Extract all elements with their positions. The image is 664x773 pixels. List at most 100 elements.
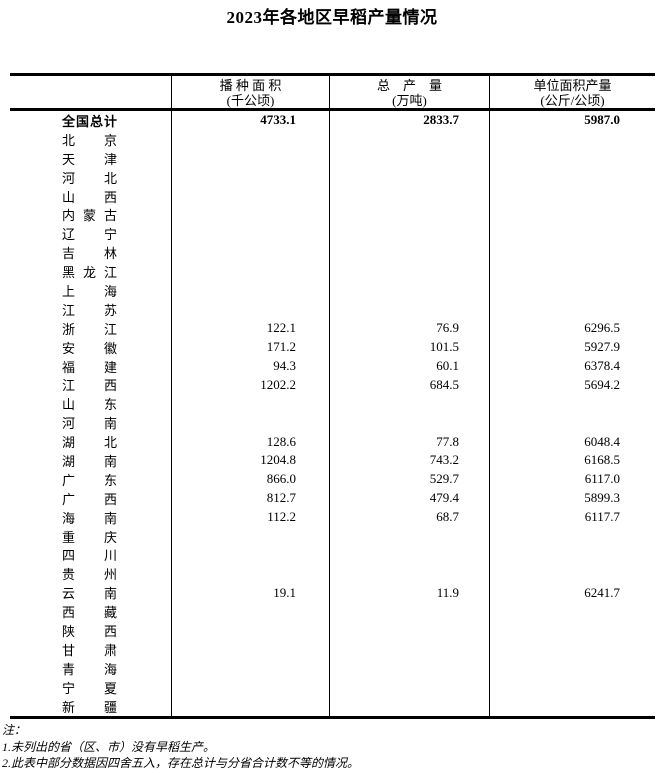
region-name: 吉林 xyxy=(10,243,172,263)
region-name: 河南 xyxy=(10,413,172,433)
value-yield xyxy=(490,205,655,224)
header-sown-area: 播 种 面 积 (千公顷) xyxy=(172,76,330,108)
value-output: 76.9 xyxy=(330,318,490,338)
value-sown_area: 94.3 xyxy=(172,356,330,376)
value-output xyxy=(330,526,490,546)
value-output xyxy=(330,299,490,319)
header-total-output-label: 总 产 量 xyxy=(376,77,442,93)
table-row: 云南 19.1 11.9 6241.7 xyxy=(10,583,655,603)
table-row: 天津 xyxy=(10,148,655,168)
value-sown_area xyxy=(172,696,330,716)
value-sown_area xyxy=(172,205,330,225)
table-row: 吉林 xyxy=(10,243,655,263)
table-row: 江西 1202.2 684.5 5694.2 xyxy=(10,375,655,395)
value-sown_area: 122.1 xyxy=(172,318,330,338)
value-output: 684.5 xyxy=(330,375,490,395)
table-row: 宁夏 xyxy=(10,677,655,697)
table-row: 甘肃 xyxy=(10,639,655,659)
value-yield xyxy=(490,602,655,621)
table-row: 山东 xyxy=(10,394,655,414)
region-name: 云南 xyxy=(10,583,172,603)
table-row: 辽宁 xyxy=(10,224,655,244)
value-output xyxy=(330,677,490,697)
value-sown_area: 1202.2 xyxy=(172,375,330,395)
value-sown_area xyxy=(172,262,330,282)
region-name: 福建 xyxy=(10,356,172,376)
value-yield: 5694.2 xyxy=(584,376,620,392)
value-sown_area xyxy=(172,129,330,149)
region-name: 四川 xyxy=(10,545,172,565)
table-row: 河北 xyxy=(10,167,655,187)
value-output xyxy=(330,224,490,244)
value-yield: 6296.5 xyxy=(584,320,620,336)
table-row: 贵州 xyxy=(10,564,655,584)
value-output xyxy=(330,621,490,640)
region-name: 山东 xyxy=(10,394,172,414)
value-yield xyxy=(490,224,655,243)
value-yield: 6168.5 xyxy=(584,452,620,468)
region-name: 河北 xyxy=(10,167,172,187)
region-name: 广东 xyxy=(10,469,172,489)
table-header: 播 种 面 积 (千公顷) 总 产 量 (万吨) 单位面积产量 (公斤/公顷) xyxy=(10,76,655,111)
value-sown_area xyxy=(172,394,330,414)
value-output xyxy=(330,394,490,414)
region-name: 宁夏 xyxy=(10,677,172,697)
value-output xyxy=(330,167,490,187)
region-name: 广西 xyxy=(10,488,172,508)
value-sown_area xyxy=(172,639,330,659)
value-output xyxy=(330,545,490,565)
region-name: 西藏 xyxy=(10,602,172,622)
region-name: 江西 xyxy=(10,375,172,395)
value-output xyxy=(330,602,490,622)
table-row: 西藏 xyxy=(10,602,655,622)
value-output: 479.4 xyxy=(330,488,490,508)
value-output xyxy=(330,696,490,716)
value-yield xyxy=(490,300,655,319)
region-name: 重庆 xyxy=(10,526,172,546)
value-yield: 6378.4 xyxy=(584,358,620,374)
value-sown_area xyxy=(172,621,330,640)
value-sown_area: 128.6 xyxy=(172,432,330,452)
table-row: 江苏 xyxy=(10,299,655,319)
value-output: 529.7 xyxy=(330,469,490,489)
value-yield xyxy=(490,130,655,149)
table-row: 安徽 171.2 101.5 5927.9 xyxy=(10,337,655,357)
value-output: 68.7 xyxy=(330,507,490,527)
value-output: 101.5 xyxy=(330,337,490,357)
header-region-column xyxy=(10,76,172,108)
value-sown_area xyxy=(172,658,330,678)
value-yield xyxy=(490,621,655,640)
value-sown_area xyxy=(172,677,330,697)
value-yield: 5927.9 xyxy=(584,339,620,355)
region-name: 新疆 xyxy=(10,696,172,716)
value-sown_area xyxy=(172,186,330,206)
table-row: 海南 112.2 68.7 6117.7 xyxy=(10,507,655,527)
value-sown_area xyxy=(172,148,330,168)
value-sown_area: 171.2 xyxy=(172,337,330,357)
value-sown_area: 1204.8 xyxy=(172,451,330,470)
table-row: 湖南 1204.8 743.2 6168.5 xyxy=(10,451,655,470)
header-yield: 单位面积产量 (公斤/公顷) xyxy=(490,76,655,108)
value-yield xyxy=(490,413,655,432)
value-yield xyxy=(490,564,655,583)
table-row: 青海 xyxy=(10,658,655,678)
value-output xyxy=(330,413,490,433)
header-yield-unit: (公斤/公顷) xyxy=(540,92,605,108)
header-sown-area-unit: (千公顷) xyxy=(226,92,275,108)
table-row: 河南 xyxy=(10,413,655,433)
value-output xyxy=(330,639,490,659)
value-yield xyxy=(490,149,655,168)
region-name: 青海 xyxy=(10,658,172,678)
value-sown_area: 19.1 xyxy=(172,583,330,603)
table-row: 浙江 122.1 76.9 6296.5 xyxy=(10,318,655,338)
region-name: 湖北 xyxy=(10,432,172,452)
table-row: 广西 812.7 479.4 5899.3 xyxy=(10,488,655,508)
region-name: 陕西 xyxy=(10,621,172,640)
region-name: 山西 xyxy=(10,186,172,206)
footnote-2: 2.此表中部分数据因四舍五入，存在总计与分省合计数不等的情况。 xyxy=(2,756,360,770)
table-row: 湖北 128.6 77.8 6048.4 xyxy=(10,432,655,452)
value-sown_area xyxy=(172,281,330,300)
table-row: 福建 94.3 60.1 6378.4 xyxy=(10,356,655,376)
region-name: 辽宁 xyxy=(10,224,172,244)
value-sown_area xyxy=(172,243,330,263)
